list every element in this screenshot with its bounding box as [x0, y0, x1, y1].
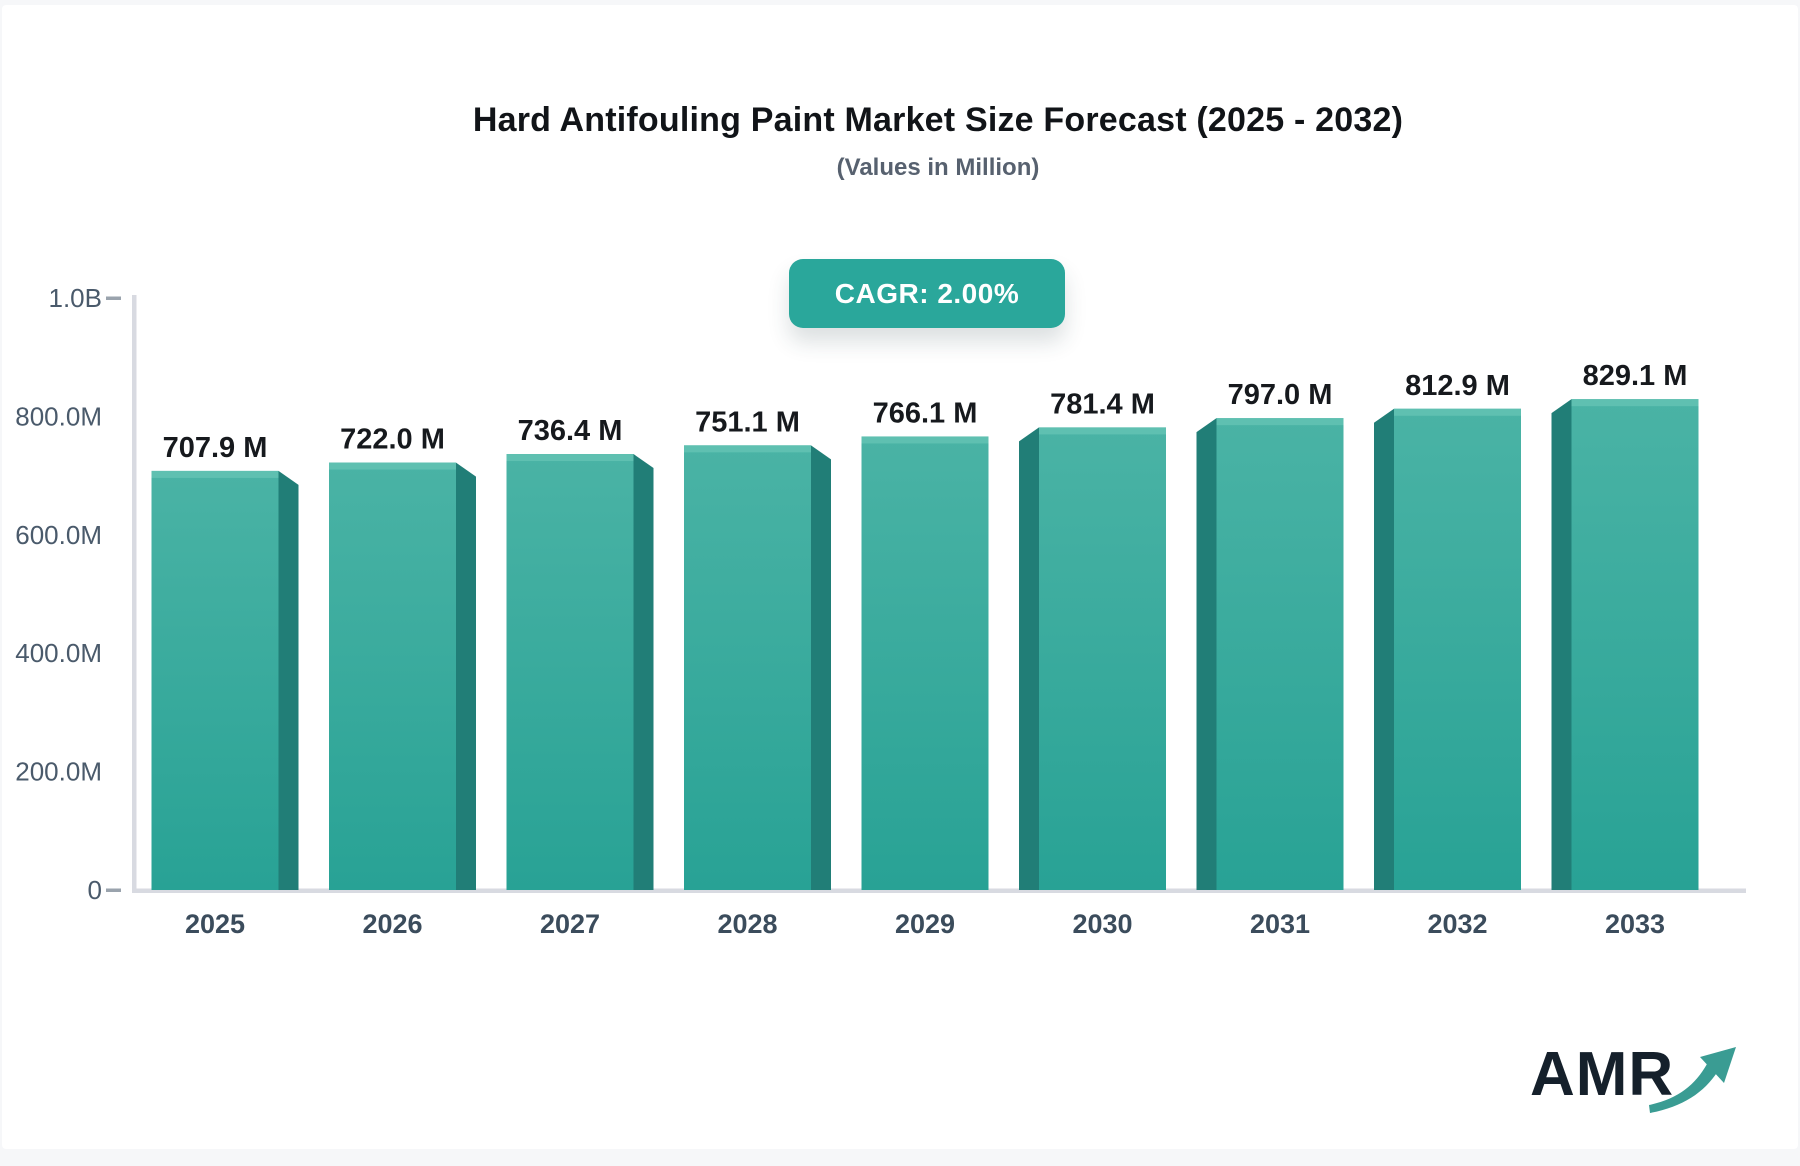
y-tick-label: 0 — [88, 875, 102, 905]
cagr-badge-label: CAGR: 2.00% — [834, 277, 1020, 309]
bar-side-face — [1019, 427, 1039, 890]
bar-side-face — [278, 470, 299, 890]
y-tick-label: 200.0M — [15, 757, 102, 787]
bar-2026[interactable] — [329, 462, 456, 890]
x-category-label: 2028 — [717, 909, 777, 939]
bar-top-edge — [1394, 408, 1521, 416]
bar-side-face — [1196, 418, 1217, 890]
bar-side-face — [633, 454, 654, 890]
y-tick-label: 600.0M — [15, 520, 102, 550]
y-tick-label: 800.0M — [15, 401, 102, 431]
growth-arrow-icon — [1649, 1047, 1736, 1113]
bar-2029[interactable] — [861, 436, 989, 890]
bar-top-edge — [1571, 399, 1699, 407]
bar-value-label: 812.9 M — [1405, 370, 1510, 402]
bar-2033[interactable] — [1571, 399, 1699, 890]
bar-value-label: 707.9 M — [163, 432, 268, 464]
bar-value-label: 722.0 M — [340, 424, 445, 456]
bar-2025[interactable] — [151, 470, 279, 890]
bar-2027[interactable] — [506, 454, 634, 890]
chart-card: Hard Antifouling Paint Market Size Forec… — [2, 5, 1798, 1149]
x-category-label: 2029 — [895, 909, 955, 939]
bar-value-label: 781.4 M — [1050, 388, 1155, 420]
chart-title: Hard Antifouling Paint Market Size Forec… — [472, 101, 1404, 139]
bar-2032[interactable] — [1394, 408, 1521, 890]
bar-2028[interactable] — [684, 445, 811, 890]
cagr-badge: CAGR: 2.00% — [789, 259, 1065, 328]
x-category-label: 2031 — [1250, 909, 1310, 939]
bar-top-edge — [329, 462, 456, 470]
x-category-label: 2033 — [1605, 909, 1665, 939]
bar-side-face — [811, 445, 831, 890]
x-category-label: 2026 — [362, 909, 422, 939]
bar-side-face — [1374, 408, 1394, 890]
bar-side-face — [1551, 399, 1572, 890]
bar-2031[interactable] — [1216, 418, 1344, 890]
bar-value-label: 766.1 M — [873, 397, 978, 429]
bar-value-label: 797.0 M — [1228, 379, 1333, 411]
chart-svg: 1.0B 800.0M 600.0M 400.0M 200.0M 0 707.9 M 2025… — [15, 283, 1746, 939]
y-tick-mark — [106, 296, 121, 300]
x-category-label: 2032 — [1427, 909, 1487, 939]
bar-top-edge — [506, 454, 634, 462]
bar-chart: 1.0B 800.0M 600.0M 400.0M 200.0M 0 707.9 M 2025… — [2, 5, 1798, 1149]
amr-logo: AMR — [1530, 1033, 1740, 1123]
y-axis-line — [132, 295, 137, 891]
x-axis-line — [132, 888, 1746, 893]
bar-top-edge — [684, 445, 811, 453]
bar-top-edge — [151, 470, 279, 478]
bar-value-label: 829.1 M — [1583, 360, 1688, 392]
bar-value-label: 751.1 M — [695, 406, 800, 438]
bar-side-face — [456, 462, 476, 890]
bar-2030[interactable] — [1039, 427, 1166, 890]
amr-logo-text: AMR — [1530, 1040, 1675, 1109]
x-category-label: 2025 — [185, 909, 245, 939]
y-tick-mark — [106, 888, 121, 892]
bar-top-edge — [1039, 427, 1166, 435]
x-category-label: 2027 — [540, 909, 600, 939]
bar-top-edge — [861, 436, 989, 444]
bar-top-edge — [1216, 418, 1344, 426]
bar-value-label: 736.4 M — [518, 415, 623, 447]
y-tick-label: 400.0M — [15, 638, 102, 668]
x-category-label: 2030 — [1072, 909, 1132, 939]
y-tick-label: 1.0B — [49, 283, 103, 313]
chart-subtitle: (Values in Million) — [836, 154, 1040, 181]
